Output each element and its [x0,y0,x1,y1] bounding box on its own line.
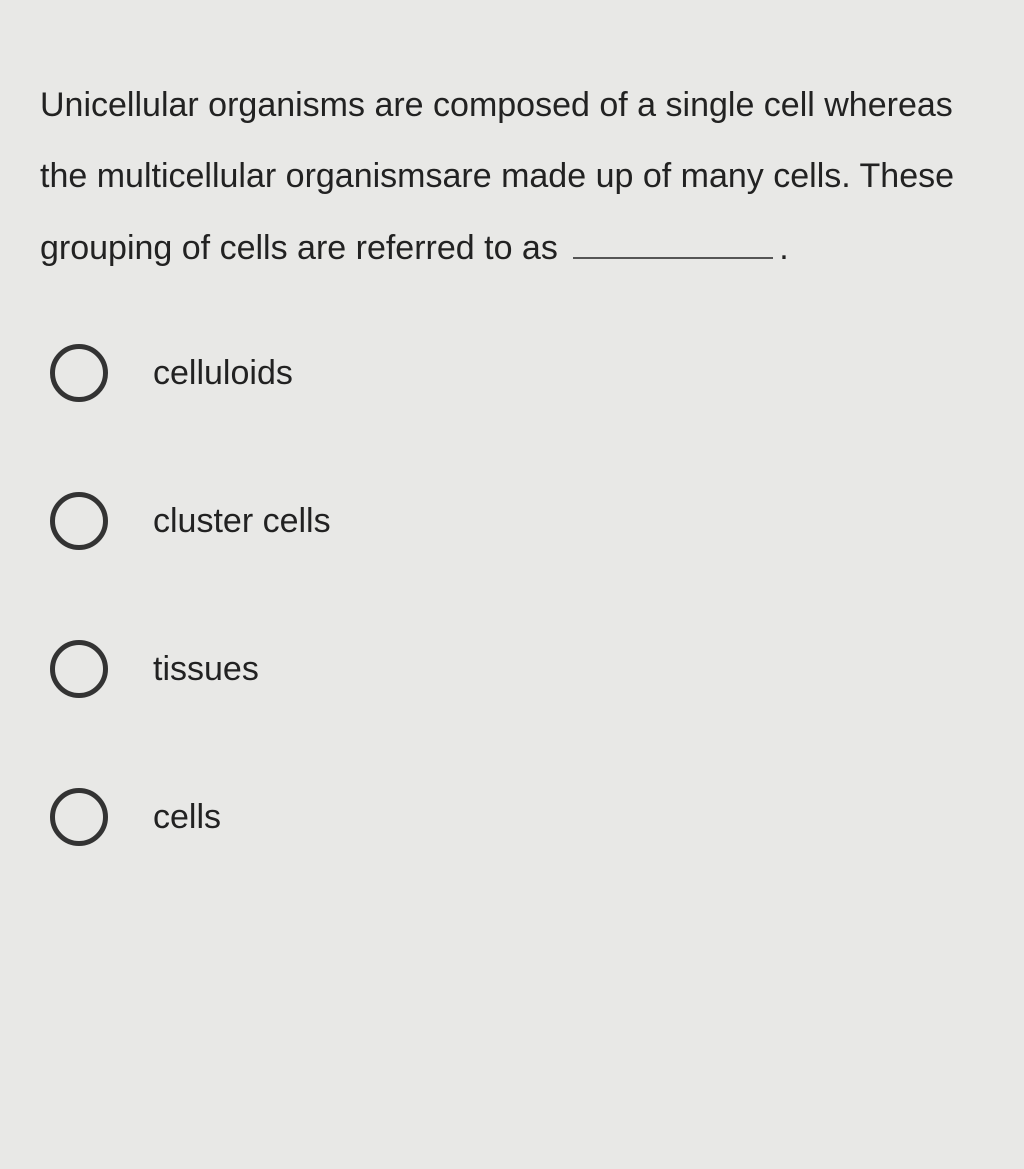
question-text: Unicellular organisms are composed of a … [40,70,984,284]
option-label: tissues [153,650,259,689]
options-list: celluloids cluster cells tissues cells [50,344,984,846]
option-cluster-cells[interactable]: cluster cells [50,492,984,550]
option-tissues[interactable]: tissues [50,640,984,698]
option-cells[interactable]: cells [50,788,984,846]
quiz-container: Unicellular organisms are composed of a … [0,0,1024,886]
radio-icon [50,640,108,698]
question-line-2: the multicellular organismsare made up o… [40,157,954,195]
fill-blank [573,236,773,258]
option-label: cluster cells [153,502,331,541]
radio-icon [50,492,108,550]
radio-icon [50,344,108,402]
question-line-3-after: . [779,229,788,267]
option-celluloids[interactable]: celluloids [50,344,984,402]
question-line-3-before: grouping of cells are referred to as [40,229,558,267]
radio-icon [50,788,108,846]
question-line-1: Unicellular organisms are composed of a … [40,86,953,124]
option-label: cells [153,798,221,837]
option-label: celluloids [153,354,293,393]
